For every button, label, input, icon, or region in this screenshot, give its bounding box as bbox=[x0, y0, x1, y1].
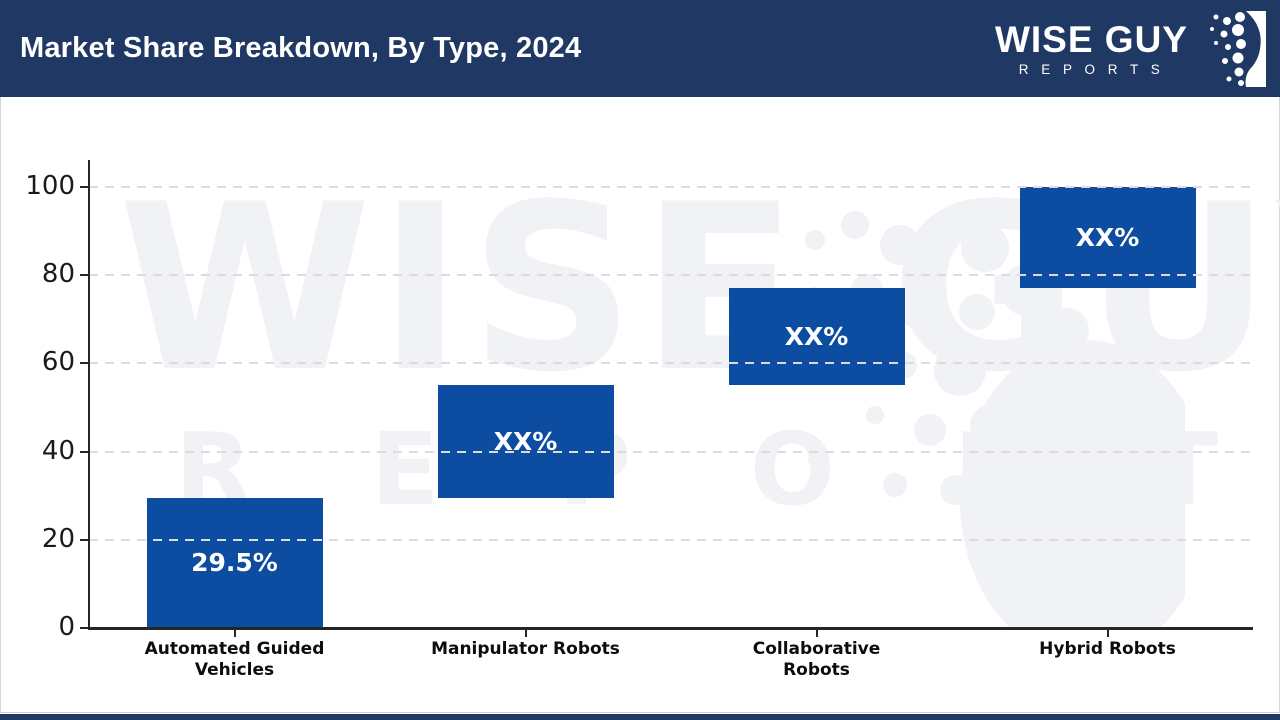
x-category-label: Hybrid Robots bbox=[1039, 639, 1176, 659]
header-band: Market Share Breakdown, By Type, 2024 WI… bbox=[0, 0, 1280, 97]
x-tick-mark bbox=[233, 630, 236, 637]
gridline-80 bbox=[89, 274, 1253, 277]
bar-value-label: 29.5% bbox=[191, 548, 278, 578]
chart-area: 0 20 40 60 80 100 29.5% XX% XX% XX% Auto… bbox=[0, 97, 1280, 713]
y-tick-mark bbox=[80, 538, 88, 541]
y-tick-label: 80 bbox=[41, 258, 75, 289]
x-axis-line bbox=[88, 627, 1253, 630]
y-tick-label: 100 bbox=[25, 170, 75, 201]
y-tick-mark bbox=[80, 627, 88, 629]
gridline-40 bbox=[89, 450, 1253, 453]
gridline-60 bbox=[89, 362, 1253, 365]
y-tick-label: 0 bbox=[58, 611, 75, 642]
brand-logo-text: WISE GUY R E P O R T S bbox=[995, 21, 1188, 77]
brand-logo: WISE GUY R E P O R T S bbox=[995, 10, 1266, 88]
x-category-label: Collaborative Robots bbox=[752, 639, 881, 681]
brand-name: WISE GUY bbox=[994, 19, 1188, 61]
brand-face-icon bbox=[1210, 11, 1266, 87]
x-tick-mark bbox=[815, 630, 818, 637]
bar-value-label: XX% bbox=[493, 427, 558, 457]
x-tick-mark bbox=[1106, 630, 1109, 637]
y-tick-mark bbox=[80, 362, 88, 365]
y-axis-line bbox=[88, 160, 90, 630]
y-tick-mark bbox=[80, 274, 88, 277]
y-tick-label: 60 bbox=[41, 347, 75, 378]
y-tick-label: 20 bbox=[41, 523, 75, 554]
x-tick-mark bbox=[524, 630, 527, 637]
y-tick-label: 40 bbox=[41, 435, 75, 466]
bar-manipulator-robots: XX% bbox=[437, 385, 614, 498]
bar-value-label: XX% bbox=[784, 322, 849, 352]
gridline-100 bbox=[89, 186, 1253, 188]
y-tick-mark bbox=[80, 186, 88, 188]
x-category-label: Manipulator Robots bbox=[431, 639, 620, 659]
gridline-20 bbox=[89, 538, 1253, 541]
page-title: Market Share Breakdown, By Type, 2024 bbox=[20, 32, 582, 64]
footer-band bbox=[0, 714, 1280, 720]
bar-collaborative-robots: XX% bbox=[728, 288, 905, 386]
bar-automated-guided-vehicles: 29.5% bbox=[146, 497, 323, 628]
x-category-label: Automated Guided Vehicles bbox=[144, 639, 325, 681]
brand-subtitle: R E P O R T S bbox=[1018, 62, 1165, 78]
y-tick-mark bbox=[80, 450, 88, 453]
